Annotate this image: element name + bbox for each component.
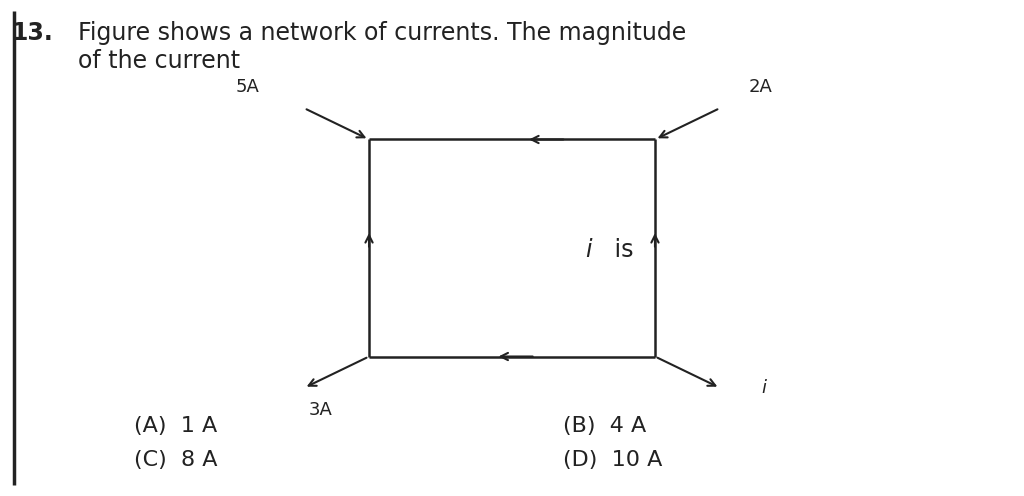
Text: (B)  4 A: (B) 4 A <box>563 416 646 435</box>
Text: 13.: 13. <box>11 21 53 45</box>
Text: $i$: $i$ <box>761 379 768 397</box>
Text: (D)  10 A: (D) 10 A <box>563 450 663 470</box>
Text: $i$: $i$ <box>585 238 593 262</box>
Text: 5A: 5A <box>236 78 260 96</box>
Text: (C)  8 A: (C) 8 A <box>134 450 218 470</box>
Text: 2A: 2A <box>749 78 773 96</box>
Text: Figure shows a network of currents. The magnitude
of the current: Figure shows a network of currents. The … <box>78 21 686 73</box>
Text: is: is <box>607 238 634 262</box>
Text: 3A: 3A <box>309 401 333 419</box>
Text: (A)  1 A: (A) 1 A <box>134 416 217 435</box>
